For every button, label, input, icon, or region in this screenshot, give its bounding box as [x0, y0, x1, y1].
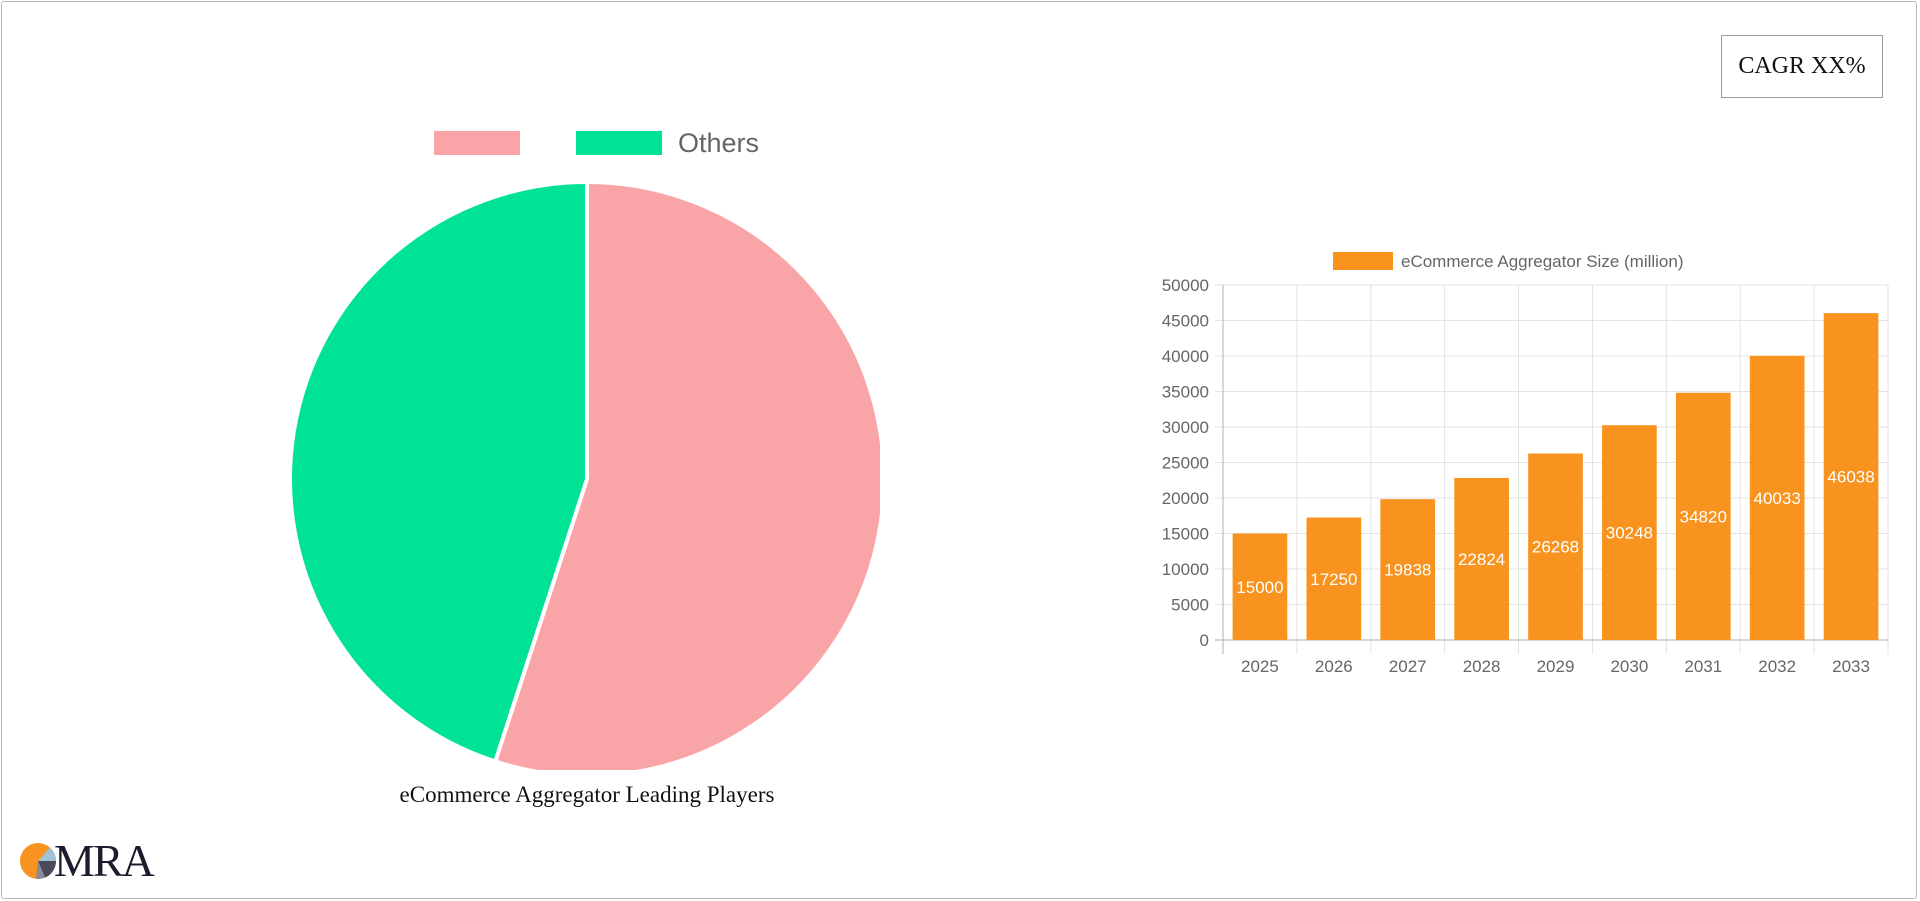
bar-2032[interactable]	[1749, 355, 1805, 640]
y-tick-label-35000: 35000	[1162, 383, 1209, 402]
bar-value-label-2032: 40033	[1754, 489, 1801, 508]
y-tick-label-15000: 15000	[1162, 525, 1209, 544]
pie-slice-0[interactable]	[492, 179, 880, 770]
x-tick-label-2031: 2031	[1684, 657, 1722, 676]
pie-chart	[288, 179, 880, 770]
x-tick-label-2027: 2027	[1389, 657, 1427, 676]
y-tick-label-30000: 30000	[1162, 418, 1209, 437]
x-tick-label-2028: 2028	[1463, 657, 1501, 676]
mra-pie-logo-icon	[20, 843, 57, 880]
y-tick-label-45000: 45000	[1162, 312, 1209, 331]
bar-2029[interactable]	[1528, 453, 1583, 640]
x-tick-label-2026: 2026	[1315, 657, 1353, 676]
bar-legend-label: eCommerce Aggregator Size (million)	[1401, 252, 1684, 271]
bar-value-label-2025: 15000	[1236, 578, 1283, 597]
mra-logo: MRA	[18, 835, 155, 886]
bar-value-label-2033: 46038	[1827, 468, 1874, 487]
y-tick-label-0: 0	[1200, 631, 1209, 650]
bar-2031[interactable]	[1675, 392, 1731, 640]
pie-legend-swatch-0	[434, 131, 520, 155]
bar-value-label-2029: 26268	[1532, 538, 1579, 557]
x-tick-label-2030: 2030	[1610, 657, 1648, 676]
pie-legend-swatch-others	[576, 131, 662, 155]
bar-chart: eCommerce Aggregator Size (million) 0 5000…	[1162, 252, 1889, 676]
y-tick-label-40000: 40000	[1162, 347, 1209, 366]
pie-caption: eCommerce Aggregator Leading Players	[399, 782, 775, 807]
bar-legend[interactable]: eCommerce Aggregator Size (million)	[1333, 252, 1684, 271]
y-tick-label-25000: 25000	[1162, 454, 1209, 473]
y-tick-label-50000: 50000	[1162, 276, 1209, 295]
x-tick-label-2029: 2029	[1537, 657, 1575, 676]
x-tick-label-2025: 2025	[1241, 657, 1279, 676]
bar-legend-swatch	[1333, 252, 1393, 270]
bar-value-label-2026: 17250	[1310, 570, 1357, 589]
y-tick-label-10000: 10000	[1162, 560, 1209, 579]
bar-2033[interactable]	[1823, 313, 1879, 640]
x-tick-label-2032: 2032	[1758, 657, 1796, 676]
x-tick-label-2033: 2033	[1832, 657, 1870, 676]
y-tick-label-5000: 5000	[1171, 596, 1209, 615]
pie-legend-label-others: Others	[678, 127, 760, 158]
bar-2028[interactable]	[1454, 477, 1509, 640]
logo-text: MRA	[54, 835, 155, 886]
pie-slice-others[interactable]	[288, 179, 589, 764]
y-tick-label-20000: 20000	[1162, 489, 1209, 508]
pie-legend: Others	[434, 128, 799, 158]
bar-value-label-2028: 22824	[1458, 550, 1505, 569]
bar-value-label-2031: 34820	[1680, 507, 1727, 526]
pie-legend-item-0[interactable]	[434, 131, 536, 155]
bar-2025[interactable]	[1232, 533, 1288, 641]
bar-value-label-2030: 30248	[1606, 524, 1653, 543]
bar-2026[interactable]	[1306, 517, 1362, 640]
cagr-badge: CAGR XX%	[1721, 35, 1883, 98]
bar-2030[interactable]	[1602, 425, 1657, 640]
bar-value-label-2027: 19838	[1384, 561, 1431, 580]
pie-legend-item-others[interactable]: Others	[576, 128, 759, 159]
bar-2027[interactable]	[1380, 499, 1436, 640]
